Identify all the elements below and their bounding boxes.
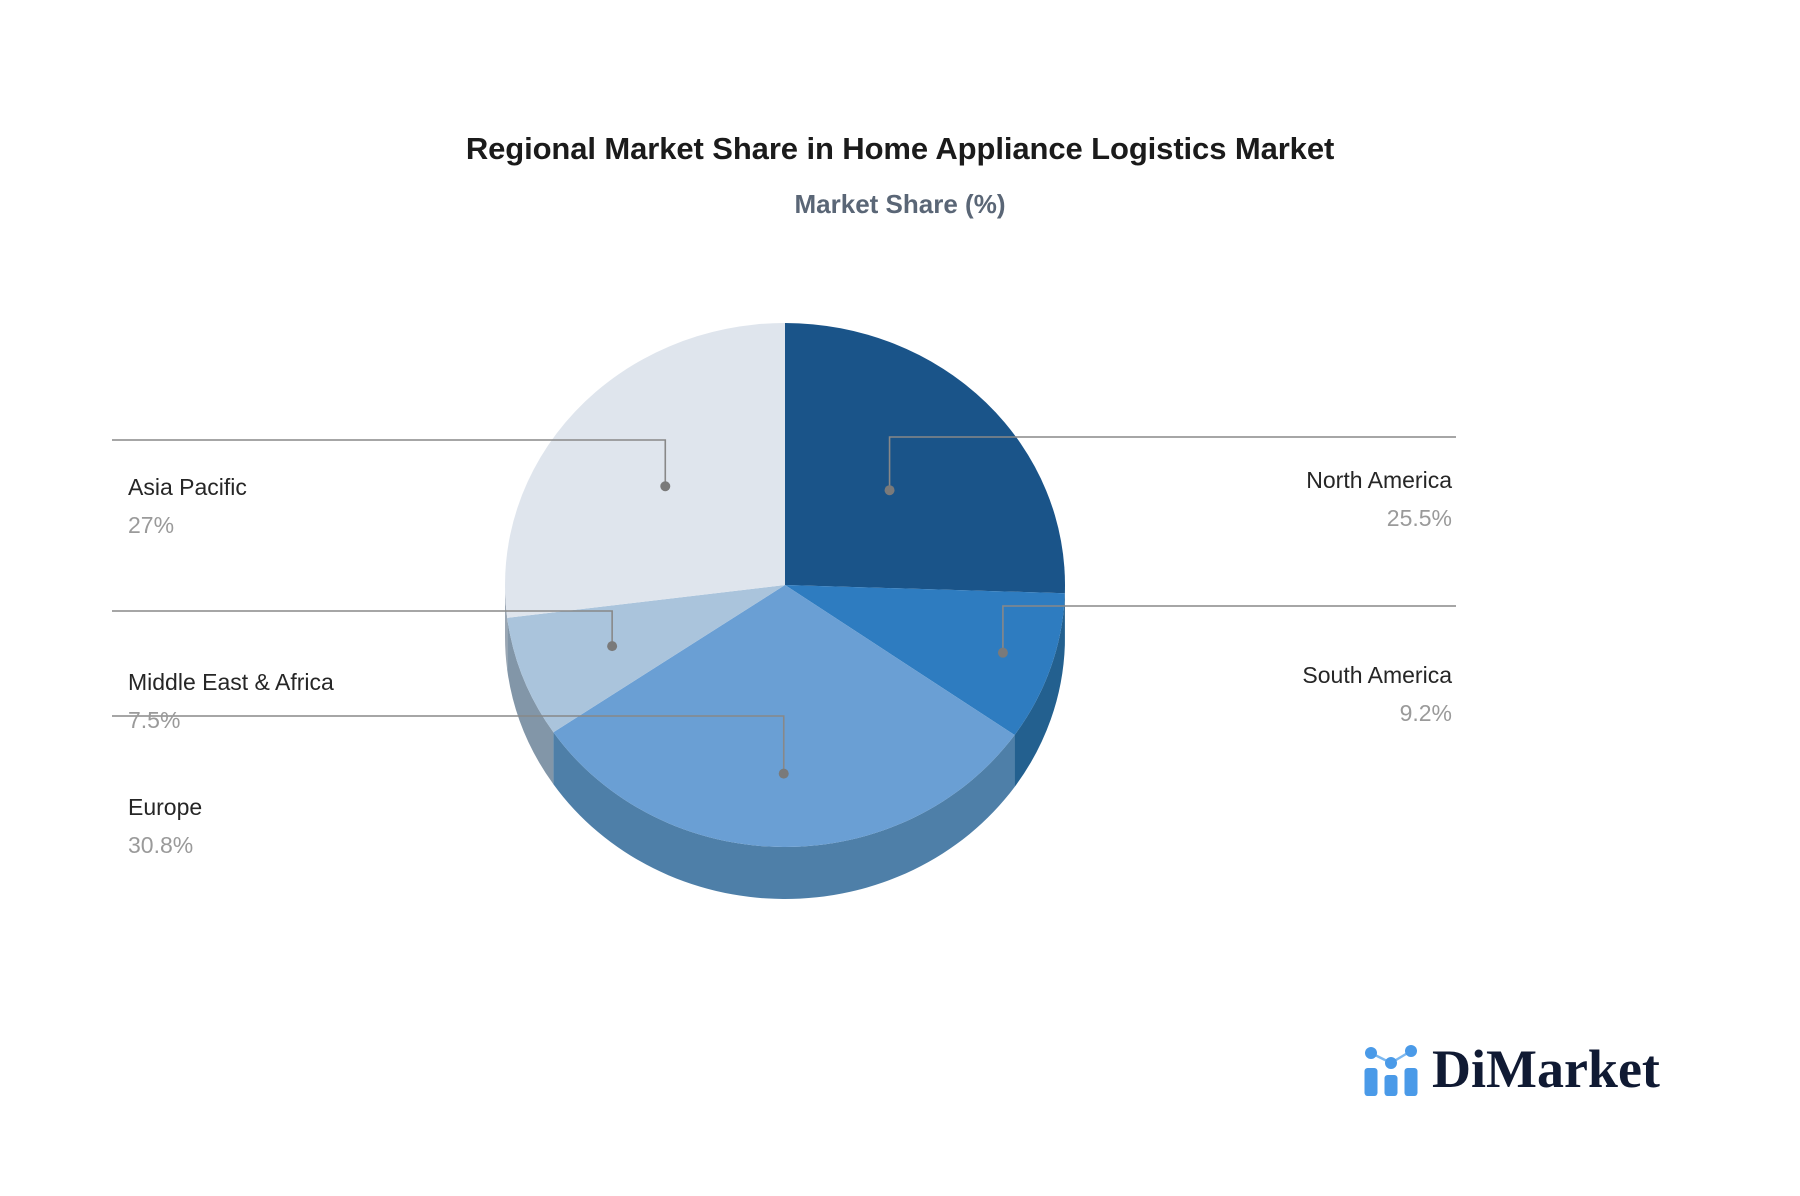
callout-value: 7.5% bbox=[128, 707, 181, 733]
pie-slice-side-middle-east-africa bbox=[507, 617, 554, 785]
page-title: Regional Market Share in Home Appliance … bbox=[465, 131, 1335, 166]
leader-asia-pacific bbox=[112, 439, 667, 487]
pie-slice-south-america bbox=[785, 585, 1065, 735]
pie-slice-side-south-america bbox=[1014, 593, 1065, 787]
pie-slice-side-asia-pacific bbox=[505, 585, 508, 670]
callout-north-america: North America 25.5% bbox=[1306, 465, 1452, 533]
pie-slice-side-europe bbox=[553, 732, 1015, 900]
leader-north-america-dot bbox=[884, 485, 895, 496]
callout-value: 9.2% bbox=[1399, 700, 1452, 726]
callout-value: 25.5% bbox=[1386, 505, 1452, 531]
leader-europe bbox=[112, 715, 785, 774]
bar-chart-icon bbox=[1364, 1045, 1418, 1096]
callout-value: 30.8% bbox=[128, 832, 194, 858]
leader-asia-pacific-dot bbox=[660, 481, 671, 492]
leader-middle-east-africa bbox=[112, 610, 613, 647]
callout-label: Asia Pacific bbox=[128, 474, 247, 500]
leader-south-america-dot bbox=[997, 647, 1008, 658]
dimarket-logo: DiMarket bbox=[1360, 1040, 1660, 1098]
callout-south-america: South America 9.2% bbox=[1302, 660, 1452, 728]
callout-middle-east-africa: Middle East & Africa 7.5% bbox=[128, 667, 334, 735]
callout-value: 27% bbox=[128, 512, 175, 538]
callout-label: Europe bbox=[128, 794, 203, 820]
logo-text: DiMarket bbox=[1432, 1039, 1660, 1099]
leader-north-america bbox=[888, 436, 1456, 491]
pie-slice-middle-east-africa bbox=[507, 585, 785, 733]
leader-europe-dot bbox=[778, 768, 789, 779]
callout-label: South America bbox=[1302, 662, 1452, 688]
callout-asia-pacific: Asia Pacific 27% bbox=[128, 472, 247, 540]
chart-subtitle: Market Share (%) bbox=[794, 189, 1006, 219]
pie-slice-asia-pacific bbox=[505, 323, 785, 618]
pie-slice-north-america bbox=[785, 323, 1065, 594]
callout-europe: Europe 30.8% bbox=[128, 792, 202, 860]
callout-label: Middle East & Africa bbox=[128, 669, 334, 695]
leader-middle-east-africa-dot bbox=[607, 641, 618, 652]
callout-label: North America bbox=[1306, 467, 1452, 493]
leader-south-america bbox=[1002, 605, 1456, 653]
